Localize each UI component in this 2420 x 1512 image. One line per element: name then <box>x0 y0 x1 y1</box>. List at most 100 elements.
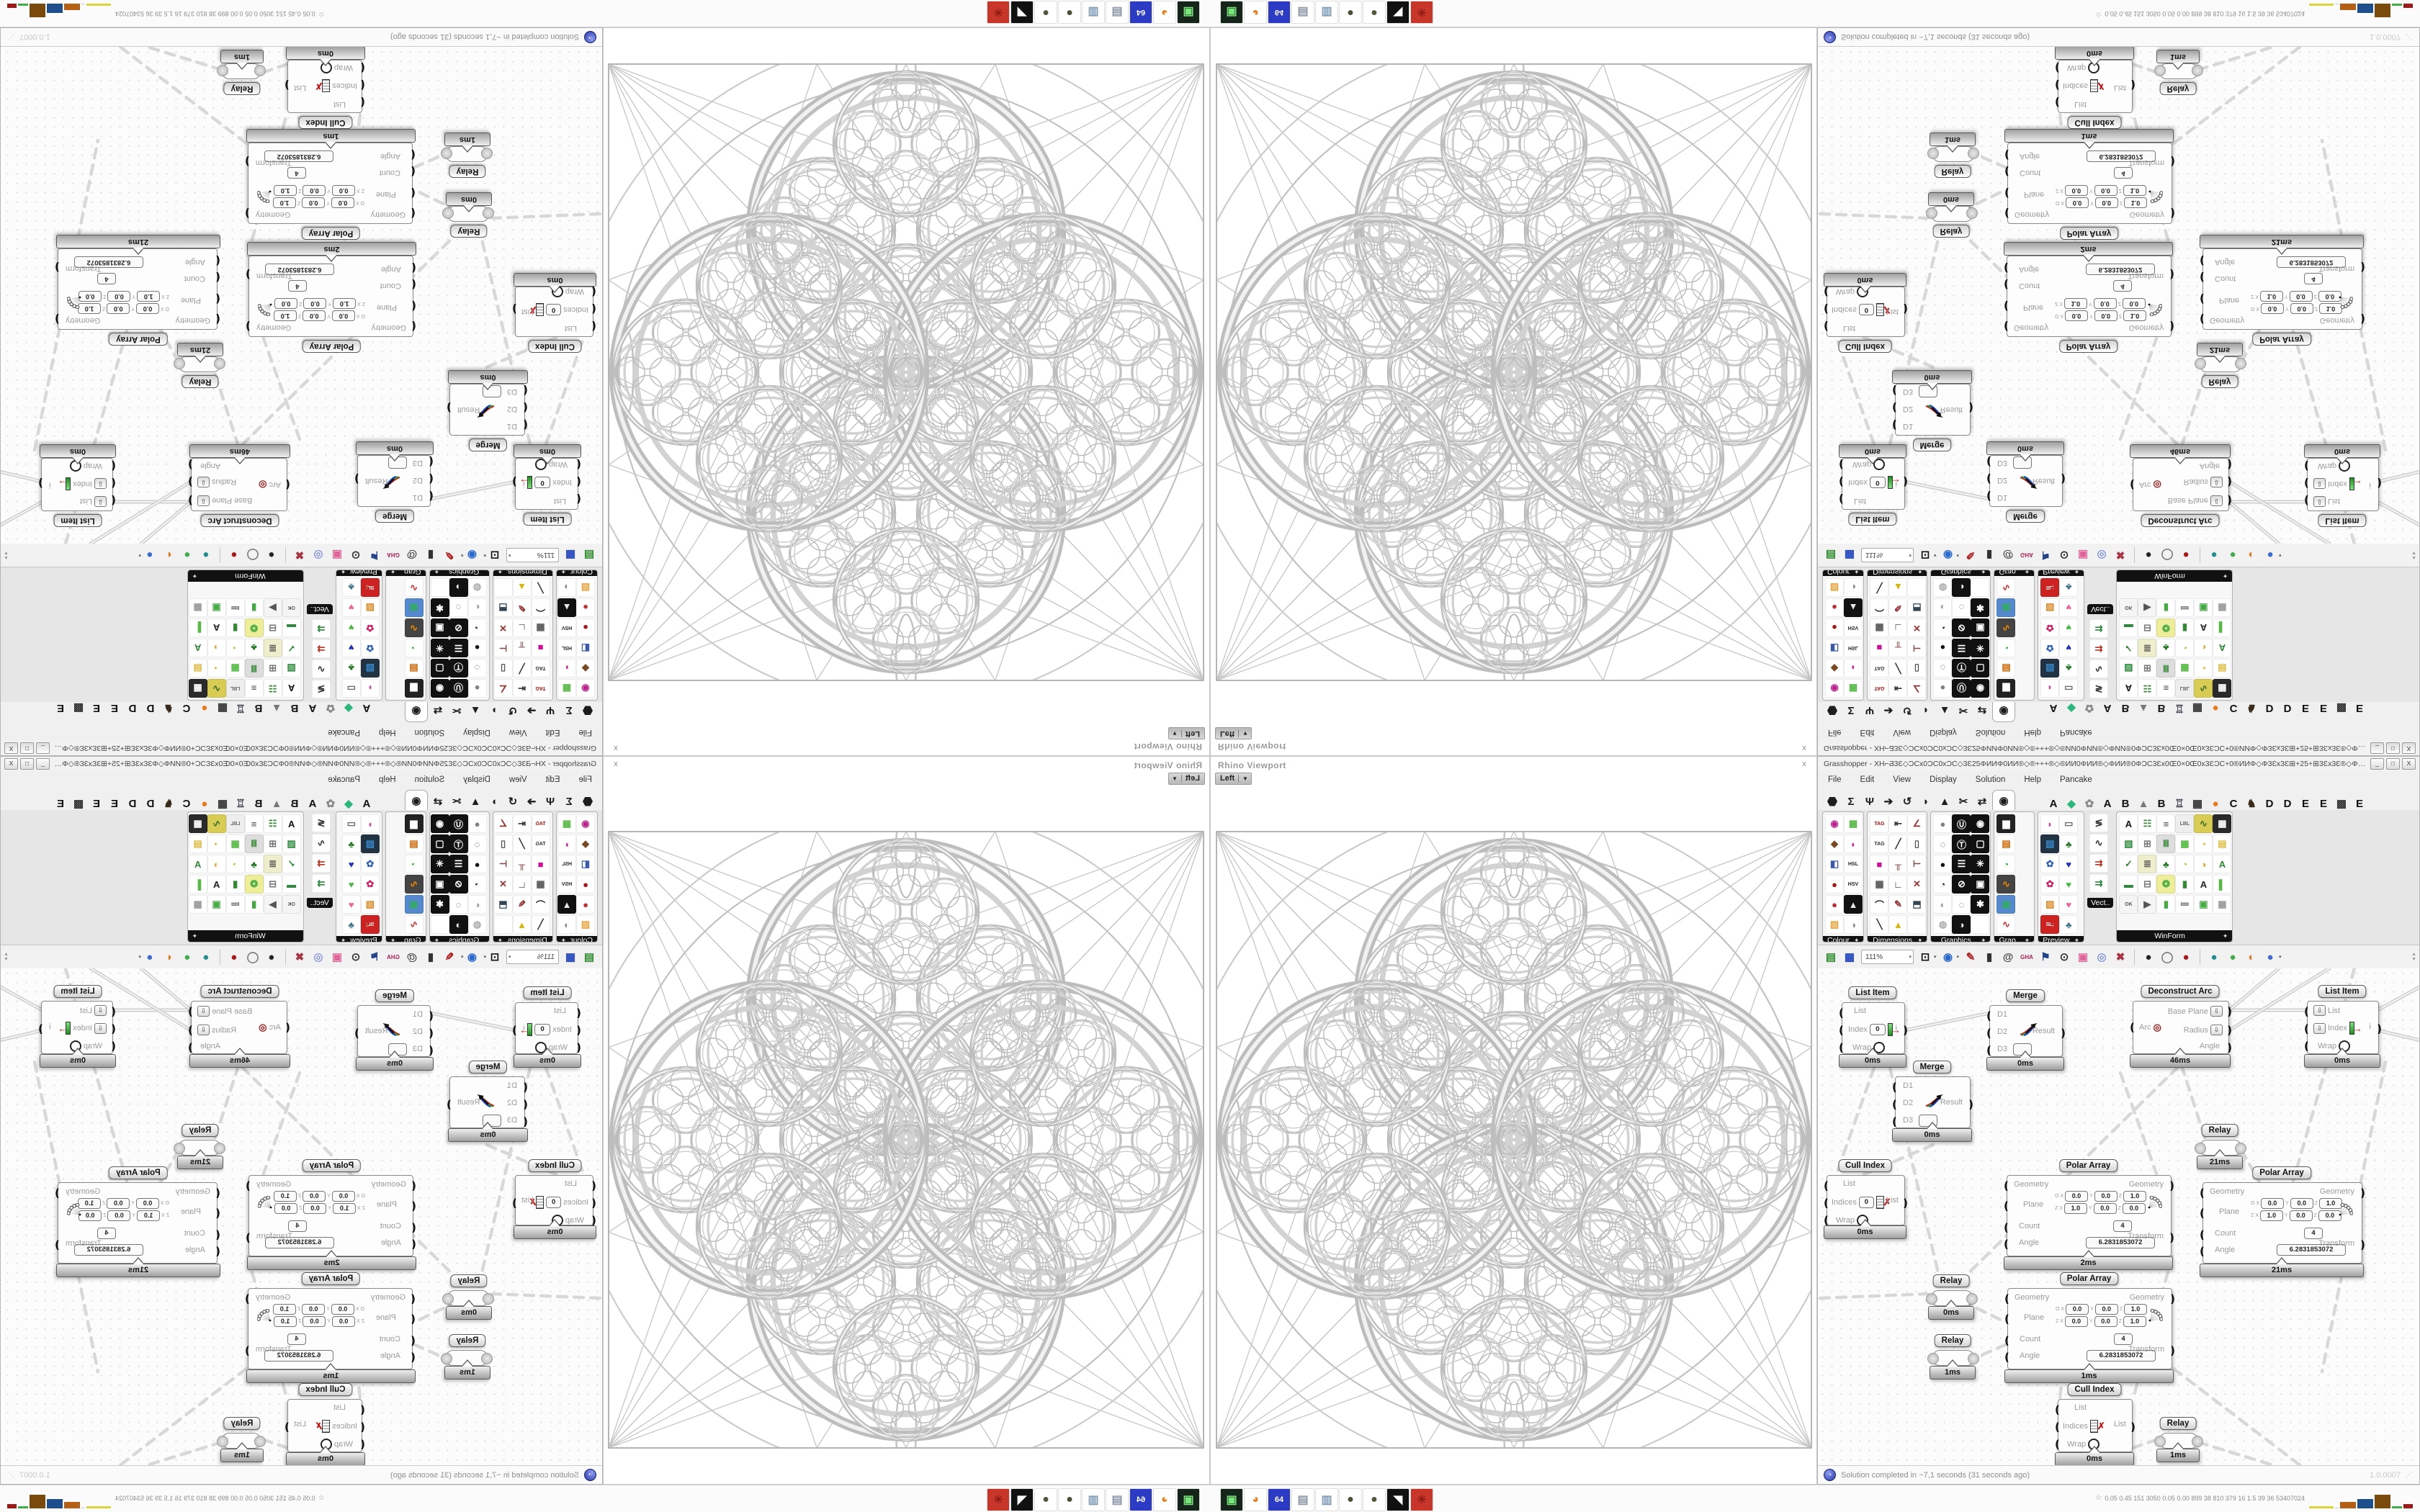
node-body[interactable]: (((List Index 0 → Wrap i) <box>512 458 581 510</box>
taskbar-printer-icon[interactable]: ▤ <box>1106 1 1129 24</box>
output-port[interactable]: ) <box>38 477 43 490</box>
palette-icon[interactable]: ⊟ <box>263 875 282 894</box>
toolbar-map-icon[interactable]: ⚑ <box>2040 951 2051 963</box>
palette-icon[interactable]: ▣ <box>1971 875 1990 894</box>
node-canvas[interactable]: List Item(((List Index 0 → Wrap i) 0ms Merge(D1… <box>1818 968 2419 1467</box>
taskbar-firefox-icon[interactable]: ◕ <box>1153 1488 1176 1511</box>
palette-category-label[interactable]: Dimensions ✦ <box>1868 570 1927 576</box>
tab-addon-7[interactable]: ♖ <box>236 798 246 810</box>
palette-category-label[interactable]: Dimensions ✦ <box>1868 936 1927 942</box>
toolbar-remote-at-icon[interactable]: @ <box>406 549 418 562</box>
toolbar-shell-red-icon[interactable]: ● <box>230 549 238 562</box>
palette-category-label[interactable]: Grap.. ✦ <box>385 570 426 576</box>
node-body[interactable]: (((List Index 0 → Wrap i) <box>1839 1002 1908 1054</box>
palette-icon[interactable]: ◌ <box>1933 659 1953 678</box>
output-port[interactable]: ) <box>2227 1041 2232 1054</box>
minimize-button[interactable]: _ <box>36 758 50 770</box>
palette-category-label[interactable]: Colour ✦ <box>556 936 597 942</box>
palette-icon[interactable]: Ⅲ <box>244 659 264 678</box>
input-port[interactable]: ( <box>2130 478 2135 491</box>
palette-icon[interactable]: ▧ <box>2119 659 2138 678</box>
input-port[interactable]: ( <box>429 455 434 468</box>
palette-icon[interactable]: ⊘ <box>1952 618 1971 637</box>
palette-icon[interactable]: ✓ <box>2119 639 2138 657</box>
output-port[interactable]: ) <box>2360 312 2365 325</box>
input-port[interactable]: ( <box>411 261 416 274</box>
tab-addon-14[interactable]: E <box>2301 702 2309 715</box>
toolbar-shell-dark-icon[interactable]: ● <box>2145 950 2152 963</box>
palette-icon[interactable]: ≡ <box>244 679 264 698</box>
plane-value-box[interactable]: 1.0 <box>272 197 296 208</box>
plane-value-box[interactable]: 0.0 <box>2318 1210 2341 1221</box>
plane-value-box[interactable]: 1.0 <box>137 1210 161 1221</box>
tab-intersect[interactable]: ✂ <box>1958 704 1968 716</box>
palette-category-label[interactable]: Grap.. ✦ <box>385 936 426 942</box>
palette-icon[interactable]: ● <box>1825 895 1844 914</box>
input-port[interactable]: ( <box>2004 207 2009 220</box>
palette-icon[interactable]: ◧ <box>1825 639 1844 657</box>
input-port[interactable]: ( <box>2004 1200 2009 1212</box>
toolbar-save-icon[interactable]: ▦ <box>1844 951 1855 963</box>
plane-value-box[interactable]: 1.0 <box>274 1316 297 1327</box>
plane-value-box[interactable]: 0.0 <box>135 1198 159 1209</box>
menu-item-file[interactable]: File <box>1828 728 1842 737</box>
palette-icon[interactable]: ≣ <box>2138 639 2157 657</box>
input-port[interactable]: ( <box>2004 186 2009 199</box>
palette-icon[interactable]: ● <box>1825 598 1844 617</box>
palette-icon[interactable]: ♣ <box>2156 639 2176 657</box>
tab-addon-15[interactable]: E <box>2319 702 2327 715</box>
input-port[interactable]: ( <box>2304 459 2309 472</box>
plane-value-box[interactable]: 0.0 <box>2122 298 2146 309</box>
palette-icon[interactable]: ☷ <box>2138 814 2157 833</box>
palette-icon[interactable]: ☰ <box>1952 855 1971 873</box>
palette-icon[interactable]: ◑ <box>1844 915 1863 934</box>
menu-item-solution[interactable]: Solution <box>1975 775 2006 784</box>
output-port[interactable]: ) <box>2170 1292 2175 1305</box>
palette-icon[interactable]: ≔ <box>225 895 245 914</box>
palette-icon[interactable]: ♣ <box>341 834 361 853</box>
node-body[interactable]: ((((Geometry Plane Count Angle O X 0.0 Y 0.0 Z 1.… <box>2200 248 2365 330</box>
palette-icon[interactable]: ▦ <box>2175 659 2195 678</box>
input-port[interactable]: ( <box>2004 1292 2009 1305</box>
output-port[interactable]: ) <box>245 1292 250 1305</box>
palette-icon[interactable]: ◆ <box>1825 834 1844 853</box>
palette-icon[interactable]: ◔ <box>2175 639 2195 657</box>
plane-value-box[interactable]: 0.0 <box>107 1198 130 1209</box>
node-body[interactable]: ((((Geometry Plane Count Angle O X 0.0 Y 0.0 Z 1.… <box>2200 1182 2365 1264</box>
plane-value-box[interactable]: 1.0 <box>333 1203 357 1214</box>
toolbar-shell-red-icon[interactable]: ● <box>2182 549 2190 562</box>
tab-addon-0[interactable]: A <box>2049 797 2058 810</box>
viewport-view-dropdown[interactable]: Left | ▼ <box>1168 773 1205 785</box>
minimize-button[interactable]: _ <box>2370 742 2384 754</box>
palette-category-label[interactable]: Preview ✦ <box>336 570 382 576</box>
menu-item-view[interactable]: View <box>1893 775 1912 784</box>
tab-addon-13[interactable]: D <box>2283 797 2292 810</box>
palette-icon[interactable]: ╥ <box>512 855 532 873</box>
toolbar-save-icon[interactable]: ▦ <box>565 549 576 561</box>
input-port[interactable]: ( <box>1986 1044 1991 1057</box>
palette-icon[interactable]: ◍ <box>467 915 487 934</box>
tab-curve[interactable]: ↺ <box>508 704 518 716</box>
plane-value-box[interactable]: 0.0 <box>274 1203 298 1214</box>
viewport-view-dropdown[interactable]: Left | ▼ <box>1168 727 1205 739</box>
palette-icon[interactable]: ◔ <box>225 855 245 873</box>
palette-icon[interactable] <box>493 915 513 934</box>
fractal-geometry-view[interactable] <box>606 826 1206 1454</box>
palette-icon[interactable]: ≡ <box>2156 814 2176 833</box>
tab-addon-15[interactable]: E <box>93 702 101 715</box>
plane-value-box[interactable]: 1.0 <box>274 185 297 196</box>
close-button[interactable]: X <box>4 742 18 754</box>
download-arrow-button[interactable]: ⇩ <box>2313 478 2326 490</box>
palette-icon[interactable]: ∟ <box>1888 875 1908 894</box>
download-arrow-button[interactable]: ⇩ <box>2313 1022 2326 1034</box>
tab-vector[interactable]: ➔ <box>1883 796 1894 808</box>
toolbar-save-icon[interactable]: ▦ <box>565 951 576 963</box>
grasshopper-window[interactable]: Grasshopper - XH⌐Ƌ3Ɛ◇ƆCx0ƆC0xƆC◇3Ɛ25ΦИИΦ… <box>0 27 603 756</box>
taskbar-moss-ball-1-icon[interactable]: ● <box>1058 1488 1081 1511</box>
output-port[interactable]: ) <box>1903 1197 1908 1210</box>
palette-icon[interactable]: ◗ <box>360 679 380 698</box>
palette-icon[interactable]: ▬ <box>282 618 301 637</box>
toolbar-shell-dark-icon[interactable]: ● <box>268 549 275 562</box>
toolbar-paintbrush-icon[interactable]: ✎ <box>444 549 454 561</box>
menu-item-pancake[interactable]: Pancake <box>328 728 360 737</box>
